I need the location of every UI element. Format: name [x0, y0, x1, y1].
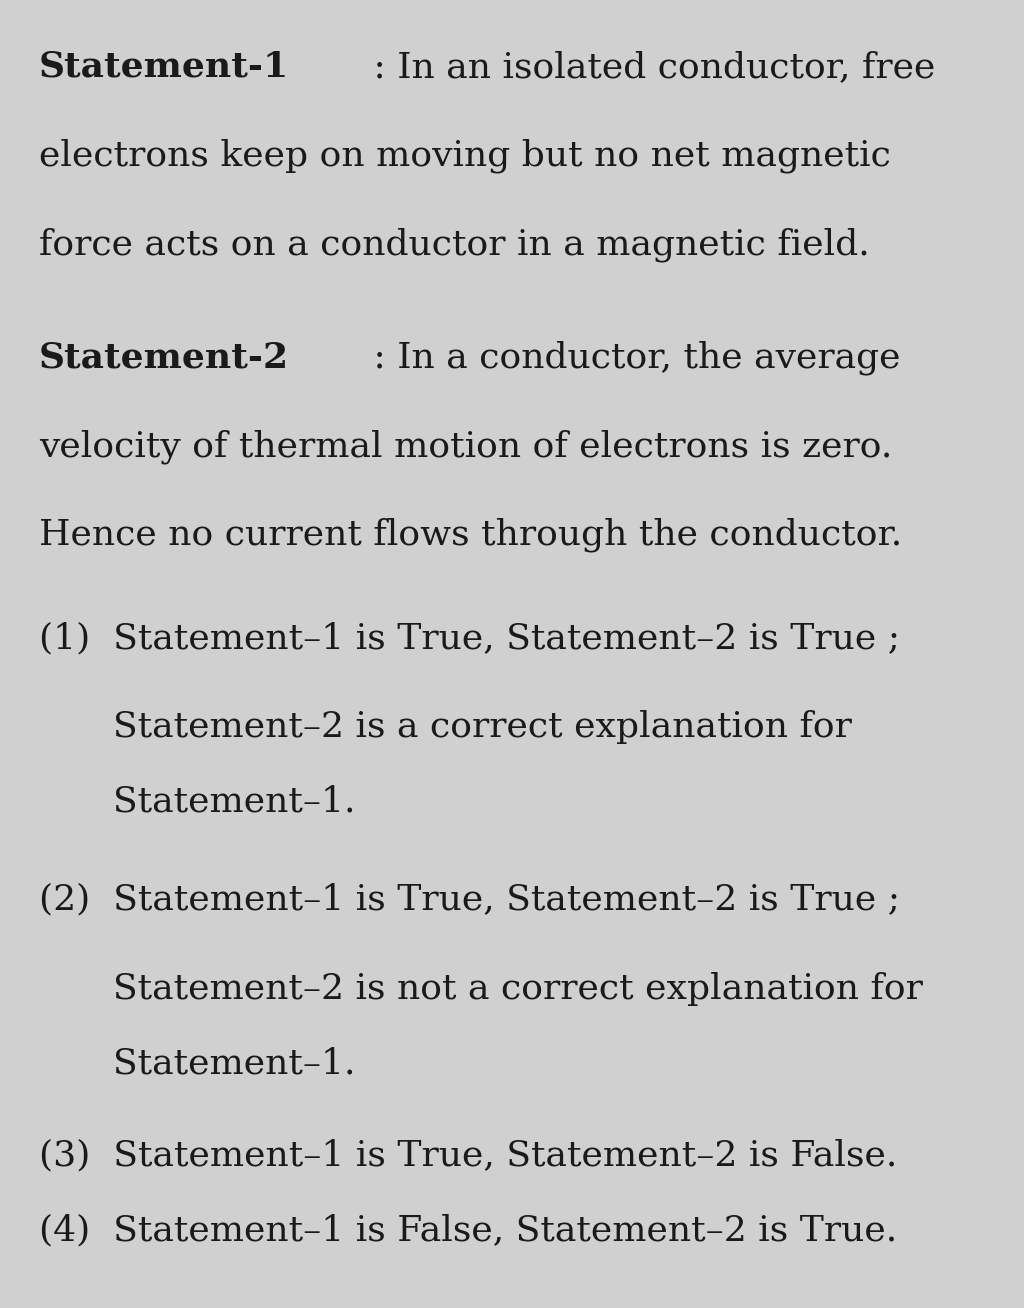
Text: : In an isolated conductor, free: : In an isolated conductor, free	[361, 50, 935, 84]
Text: Statement–2 is a correct explanation for: Statement–2 is a correct explanation for	[113, 710, 852, 744]
Text: Statement-2: Statement-2	[39, 340, 289, 374]
Text: Statement-1: Statement-1	[39, 50, 289, 84]
Text: (3)  Statement–1 is True, Statement–2 is False.: (3) Statement–1 is True, Statement–2 is …	[39, 1138, 897, 1172]
Text: Statement–2 is not a correct explanation for: Statement–2 is not a correct explanation…	[113, 972, 923, 1006]
Text: (2)  Statement–1 is True, Statement–2 is True ;: (2) Statement–1 is True, Statement–2 is …	[39, 883, 900, 917]
Text: (4)  Statement–1 is False, Statement–2 is True.: (4) Statement–1 is False, Statement–2 is…	[39, 1214, 897, 1248]
Text: velocity of thermal motion of electrons is zero.: velocity of thermal motion of electrons …	[39, 429, 892, 463]
Text: force acts on a conductor in a magnetic field.: force acts on a conductor in a magnetic …	[39, 228, 869, 262]
Text: : In a conductor, the average: : In a conductor, the average	[361, 340, 900, 374]
Text: (1)  Statement–1 is True, Statement–2 is True ;: (1) Statement–1 is True, Statement–2 is …	[39, 621, 900, 655]
Text: Hence no current flows through the conductor.: Hence no current flows through the condu…	[39, 518, 902, 552]
Text: Statement–1.: Statement–1.	[113, 785, 355, 819]
Text: Statement–1.: Statement–1.	[113, 1046, 355, 1080]
Text: electrons keep on moving but no net magnetic: electrons keep on moving but no net magn…	[39, 139, 891, 173]
